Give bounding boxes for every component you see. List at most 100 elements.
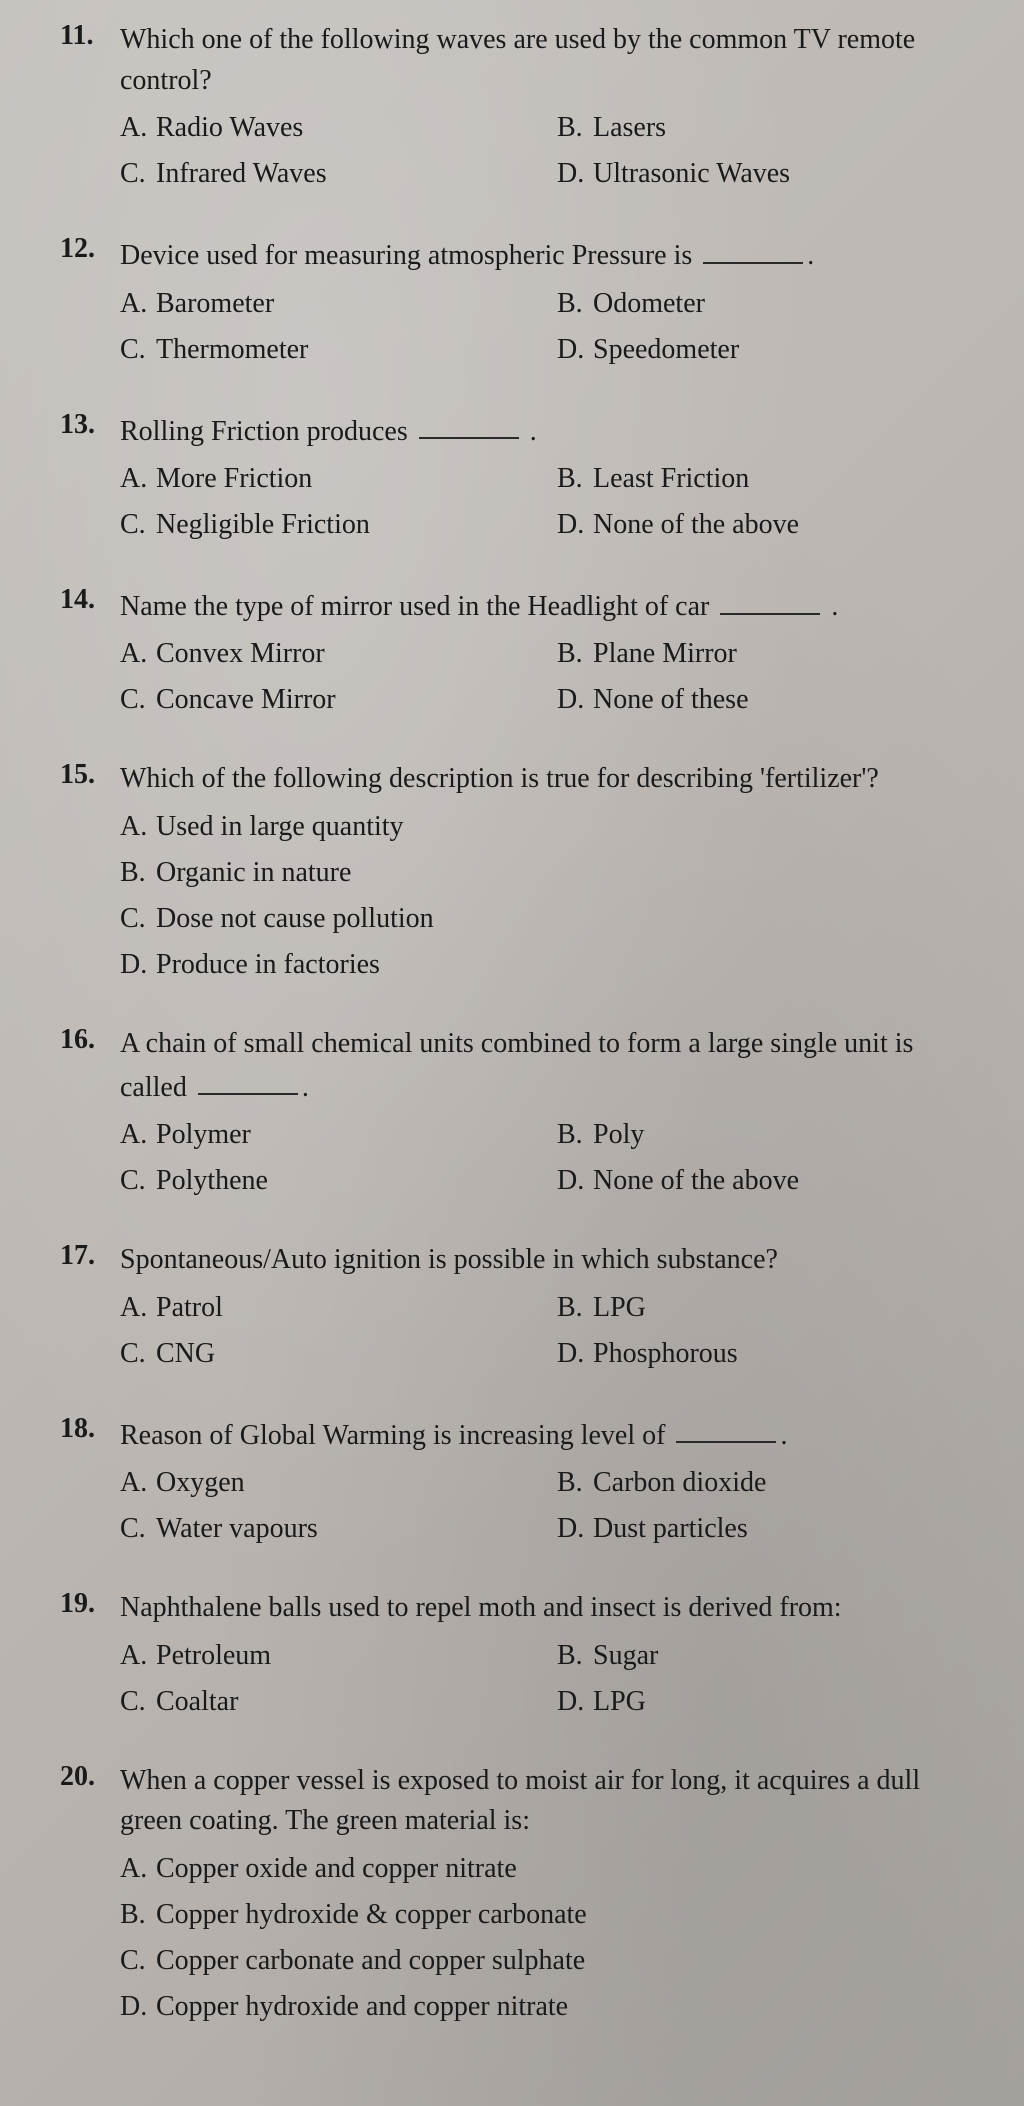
options-list: A.Copper oxide and copper nitrateB.Coppe… [120, 1848, 974, 2028]
option[interactable]: B.Odometer [557, 283, 974, 325]
option-text: Plane Mirror [593, 638, 737, 669]
option[interactable]: C.Thermometer [120, 329, 537, 371]
option[interactable]: C.Dose not cause pollution [120, 898, 974, 940]
options-list: A.Used in large quantityB.Organic in nat… [120, 806, 974, 986]
question-text: Device used for measuring atmospheric Pr… [120, 233, 974, 276]
option[interactable]: D.Dust particles [557, 1508, 974, 1550]
option-text: Polymer [156, 1119, 251, 1150]
option-text: LPG [593, 1686, 646, 1717]
option[interactable]: A.Radio Waves [120, 107, 537, 149]
option[interactable]: A.Polymer [120, 1114, 537, 1156]
option[interactable]: D.None of the above [557, 1160, 974, 1202]
questions-list: 11.Which one of the following waves are … [60, 20, 974, 2028]
option[interactable]: B.LPG [557, 1287, 974, 1329]
option-label: B. [120, 852, 156, 894]
option-text: Concave Mirror [156, 684, 336, 715]
option[interactable]: D.Phosphorous [557, 1333, 974, 1375]
options-list: A.Oxygen B.Carbon dioxide C.Water vapours D… [120, 1462, 974, 1550]
option-text: CNG [156, 1338, 215, 1369]
option-label: A. [120, 1635, 156, 1677]
option-text: Copper hydroxide & copper carbonate [156, 1899, 587, 1930]
option-label: D. [557, 153, 593, 195]
option-text: Carbon dioxide [593, 1467, 766, 1498]
option[interactable]: B.Lasers [557, 107, 974, 149]
option[interactable]: D.None of these [557, 679, 974, 721]
option-text: Copper carbonate and copper sulphate [156, 1945, 585, 1976]
question: 17. Spontaneous/Auto ignition is possible… [60, 1240, 974, 1375]
option[interactable]: A.Barometer [120, 283, 537, 325]
option-text: Organic in nature [156, 857, 351, 888]
option-label: D. [557, 1508, 593, 1550]
option[interactable]: B.Copper hydroxide & copper carbonate [120, 1894, 974, 1936]
option-label: A. [120, 633, 156, 675]
option-label: C. [120, 1681, 156, 1723]
options-list: A.Convex Mirror B.Plane Mirror C.Concave M… [120, 633, 974, 721]
option-text: Petroleum [156, 1640, 271, 1671]
option[interactable]: C.Copper carbonate and copper sulphate [120, 1940, 974, 1982]
option[interactable]: C.Polythene [120, 1160, 537, 1202]
question-number: 17. [60, 1240, 95, 1272]
option[interactable]: D.Produce in factories [120, 944, 974, 986]
option[interactable]: B.Poly [557, 1114, 974, 1156]
option[interactable]: D.Copper hydroxide and copper nitrate [120, 1986, 974, 2028]
question-text-content: Spontaneous/Auto ignition is possible in… [120, 1244, 778, 1275]
option[interactable]: B.Organic in nature [120, 852, 974, 894]
option-label: D. [120, 944, 156, 986]
option[interactable]: C.CNG [120, 1333, 537, 1375]
fill-blank [419, 409, 519, 440]
option-label: B. [557, 107, 593, 149]
option-text: Coaltar [156, 1686, 238, 1717]
option[interactable]: B.Sugar [557, 1635, 974, 1677]
option[interactable]: B.Least Friction [557, 458, 974, 500]
option[interactable]: A.Patrol [120, 1287, 537, 1329]
question: 14.Name the type of mirror used in the H… [60, 584, 974, 721]
question-text-after: . [780, 1419, 787, 1450]
option-label: A. [120, 1462, 156, 1504]
option-label: D. [557, 329, 593, 371]
option-label: D. [557, 1160, 593, 1202]
option-text: Dose not cause pollution [156, 903, 434, 934]
option-label: D. [557, 504, 593, 546]
question-text-after: . [807, 240, 814, 271]
option-label: A. [120, 1287, 156, 1329]
option-text: Lasers [593, 112, 666, 143]
option[interactable]: A.Used in large quantity [120, 806, 974, 848]
question-text: Which of the following description is tr… [120, 759, 974, 800]
options-list: A.Radio Waves B.Lasers C.Infrared Waves D.U… [120, 107, 974, 195]
option[interactable]: C.Water vapours [120, 1508, 537, 1550]
option[interactable]: D.LPG [557, 1681, 974, 1723]
option[interactable]: B.Carbon dioxide [557, 1462, 974, 1504]
fill-blank [703, 233, 803, 264]
option[interactable]: A.Oxygen [120, 1462, 537, 1504]
option[interactable]: D.Speedometer [557, 329, 974, 371]
option-text: Copper hydroxide and copper nitrate [156, 1991, 568, 2022]
question-text-after: . [523, 415, 537, 446]
option[interactable]: D.Ultrasonic Waves [557, 153, 974, 195]
option-text: Speedometer [593, 334, 739, 365]
option[interactable]: C.Infrared Waves [120, 153, 537, 195]
question-text: Naphthalene balls used to repel moth and… [120, 1588, 974, 1629]
option[interactable]: C.Negligible Friction [120, 504, 537, 546]
option-text: Used in large quantity [156, 811, 404, 842]
options-list: A.More Friction B.Least Friction C.Negligi… [120, 458, 974, 546]
option[interactable]: A.Convex Mirror [120, 633, 537, 675]
option-text: Ultrasonic Waves [593, 158, 790, 189]
option[interactable]: B.Plane Mirror [557, 633, 974, 675]
question: 11.Which one of the following waves are … [60, 20, 974, 195]
option-label: C. [120, 504, 156, 546]
question-text-content: Rolling Friction produces [120, 415, 415, 446]
question: 13.Rolling Friction produces .A.More Fri… [60, 409, 974, 546]
option-label: A. [120, 1848, 156, 1890]
options-list: A.Petroleum B.Sugar C.Coaltar D.LPG [120, 1635, 974, 1723]
option-text: LPG [593, 1292, 646, 1323]
option[interactable]: A.More Friction [120, 458, 537, 500]
option[interactable]: C.Coaltar [120, 1681, 537, 1723]
option-text: Patrol [156, 1292, 223, 1323]
option[interactable]: A.Petroleum [120, 1635, 537, 1677]
option[interactable]: A.Copper oxide and copper nitrate [120, 1848, 974, 1890]
option[interactable]: D.None of the above [557, 504, 974, 546]
option-label: C. [120, 898, 156, 940]
option[interactable]: C.Concave Mirror [120, 679, 537, 721]
question: 18.Reason of Global Warming is increasin… [60, 1413, 974, 1550]
option-text: Radio Waves [156, 112, 303, 143]
